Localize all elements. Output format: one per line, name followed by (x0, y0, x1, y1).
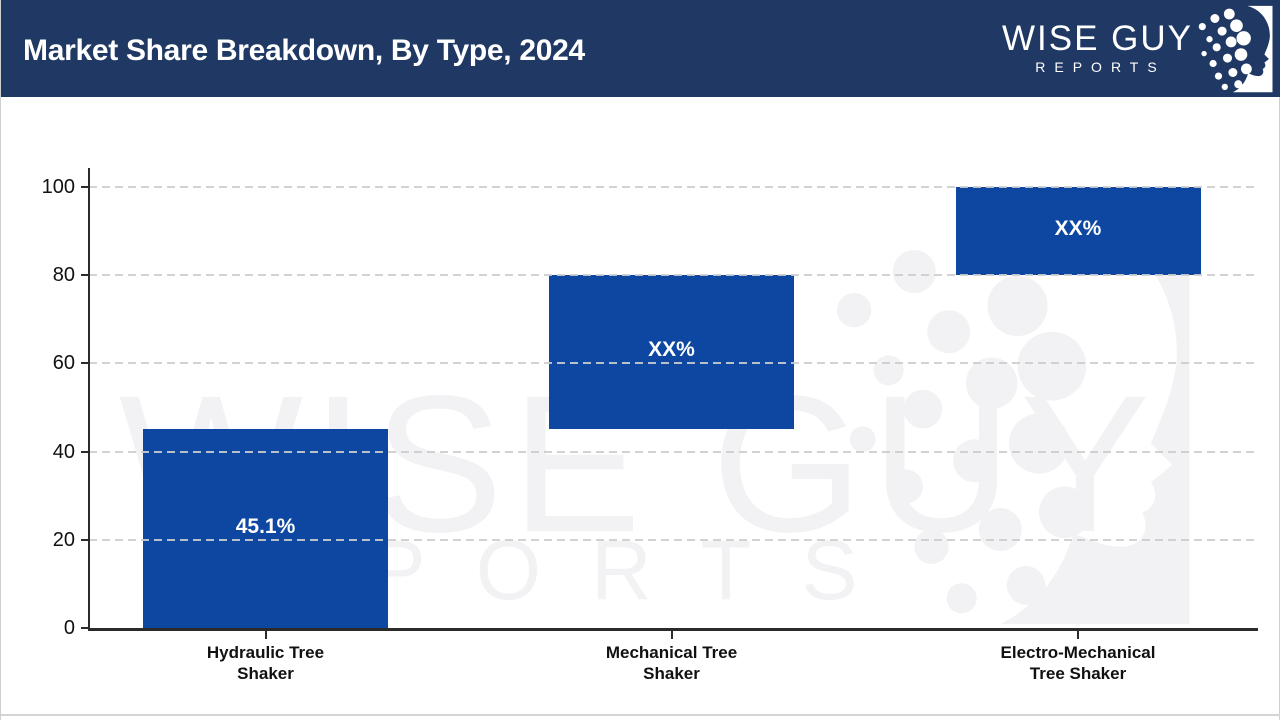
gridline (89, 362, 1257, 365)
bottom-border (1, 714, 1280, 716)
bar (143, 429, 388, 628)
bar-value-label: XX% (648, 338, 695, 362)
gridline (89, 186, 1257, 188)
y-tick-label: 0 (63, 617, 75, 639)
y-tick-label: 100 (41, 176, 75, 198)
x-tick (1077, 631, 1079, 639)
y-axis (88, 168, 90, 630)
header-band: Market Share Breakdown, By Type, 2024 WI… (1, 0, 1280, 97)
category-label: Hydraulic Tree Shaker (106, 642, 426, 684)
gridline (89, 538, 1257, 541)
y-tick-label: 40 (52, 440, 75, 463)
category-label-line: Electro-Mechanical (1000, 643, 1156, 662)
category-label-line: Tree Shaker (1029, 664, 1127, 683)
brand-wordmark: WISE GUY (1001, 19, 1193, 58)
brand-subtitle: REPORTS (1035, 59, 1166, 75)
bar-value-label: XX% (1054, 217, 1102, 241)
y-tick (81, 627, 89, 629)
y-tick (81, 362, 89, 365)
y-tick (81, 538, 89, 541)
x-tick (670, 631, 673, 639)
gridline (89, 274, 1257, 277)
brand-face-icon (1198, 5, 1273, 93)
bar (549, 275, 794, 430)
x-axis (88, 628, 1258, 631)
category-label-line: Mechanical Tree (605, 643, 738, 662)
y-tick-label: 20 (52, 528, 75, 551)
category-label: Mechanical Tree Shaker (512, 642, 832, 684)
y-tick (81, 274, 89, 277)
x-tick (264, 631, 267, 639)
category-label: Electro-Mechanical Tree Shaker (918, 642, 1238, 684)
category-label-line: Hydraulic Tree (206, 643, 325, 662)
y-tick (81, 450, 89, 453)
category-label-line: Shaker (237, 664, 294, 683)
category-label-line: Shaker (643, 664, 700, 683)
y-tick-label: 80 (52, 264, 75, 287)
y-tick-label: 60 (52, 352, 75, 375)
y-tick (81, 186, 89, 188)
chart-title: Market Share Breakdown, By Type, 2024 (23, 34, 585, 67)
brand-logo: WISE GUY REPORTS (1001, 19, 1193, 76)
gridline (89, 450, 1257, 453)
bar-value-label: 45.1% (235, 514, 296, 538)
